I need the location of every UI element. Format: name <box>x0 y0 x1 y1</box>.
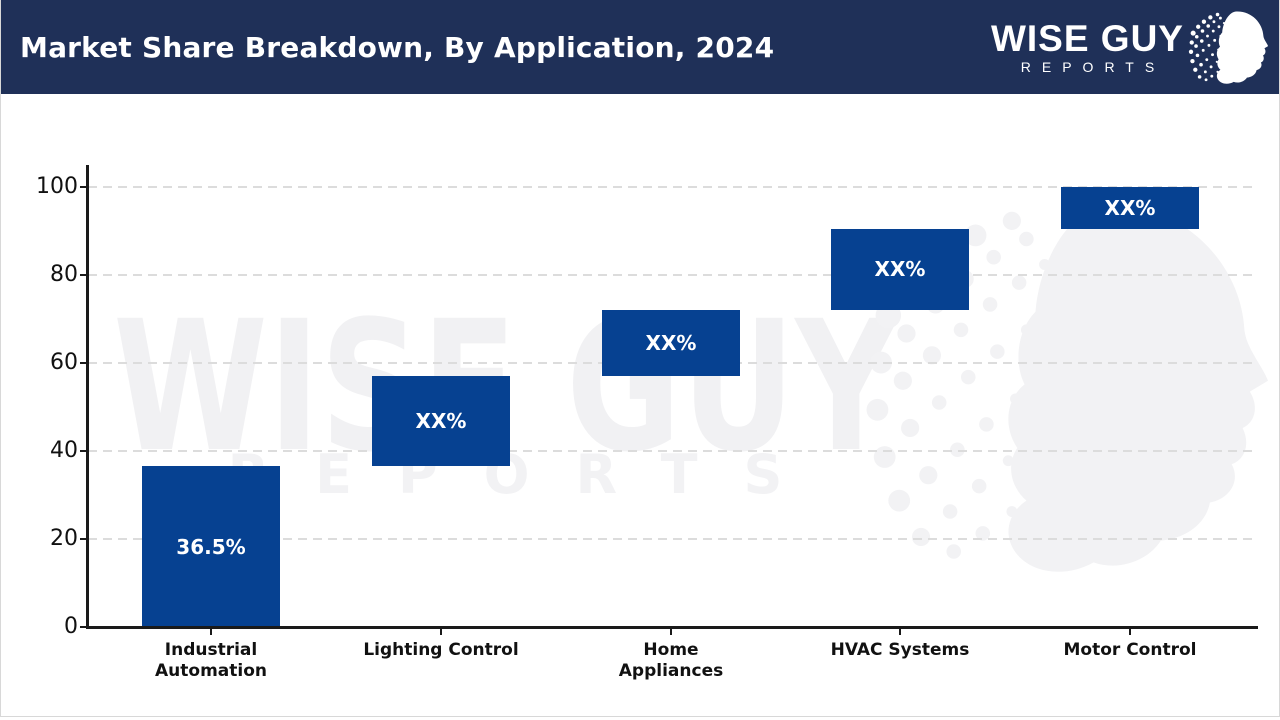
x-tick-mark <box>1129 627 1131 635</box>
y-tick-mark <box>80 538 88 540</box>
bar-segment: XX% <box>831 228 969 311</box>
x-tick-mark <box>440 627 442 635</box>
wiseguy-logo-text: WISE GUY REPORTS <box>991 20 1184 74</box>
y-tick-label: 40 <box>50 438 78 463</box>
y-axis-spine <box>86 165 89 629</box>
bar-segment: 36.5% <box>142 466 280 627</box>
bar-segment: XX% <box>1061 187 1199 229</box>
bar-segment: XX% <box>602 310 740 377</box>
y-gridline <box>88 274 1257 276</box>
bar-value-label: XX% <box>1104 195 1156 220</box>
y-tick-label: 100 <box>36 174 78 199</box>
y-gridline <box>88 186 1257 188</box>
y-gridline <box>88 450 1257 452</box>
y-tick-label: 20 <box>50 526 78 551</box>
bar-value-label: XX% <box>645 331 697 356</box>
category-label: Motor Control <box>1063 640 1197 660</box>
header-bar: Market Share Breakdown, By Application, … <box>0 0 1280 94</box>
bar-value-label: 36.5% <box>176 534 246 559</box>
y-tick-mark <box>80 362 88 364</box>
bar-value-label: XX% <box>874 257 926 282</box>
y-tick-mark <box>80 626 88 628</box>
category-label: HVAC Systems <box>830 640 970 660</box>
category-label: Lighting Control <box>363 640 519 660</box>
x-tick-mark <box>670 627 672 635</box>
category-label: Home Appliances <box>618 640 724 681</box>
y-gridline <box>88 538 1257 540</box>
y-tick-mark <box>80 274 88 276</box>
y-tick-mark <box>80 186 88 188</box>
wiseguy-logo-name: WISE GUY <box>990 18 1184 59</box>
page-title: Market Share Breakdown, By Application, … <box>20 30 775 64</box>
x-axis-spine <box>86 626 1258 629</box>
x-tick-mark <box>210 627 212 635</box>
y-tick-mark <box>80 450 88 452</box>
y-tick-label: 0 <box>64 614 78 639</box>
wiseguy-head-icon <box>1188 11 1269 84</box>
bar-value-label: XX% <box>415 409 467 434</box>
category-label: Industrial Automation <box>155 640 267 681</box>
bar-segment: XX% <box>372 376 510 467</box>
wiseguy-logo-subtitle: REPORTS <box>1020 59 1166 75</box>
y-tick-label: 80 <box>50 262 78 287</box>
y-tick-label: 60 <box>50 350 78 375</box>
x-tick-mark <box>899 627 901 635</box>
wiseguy-logo: WISE GUY REPORTS <box>991 8 1272 87</box>
